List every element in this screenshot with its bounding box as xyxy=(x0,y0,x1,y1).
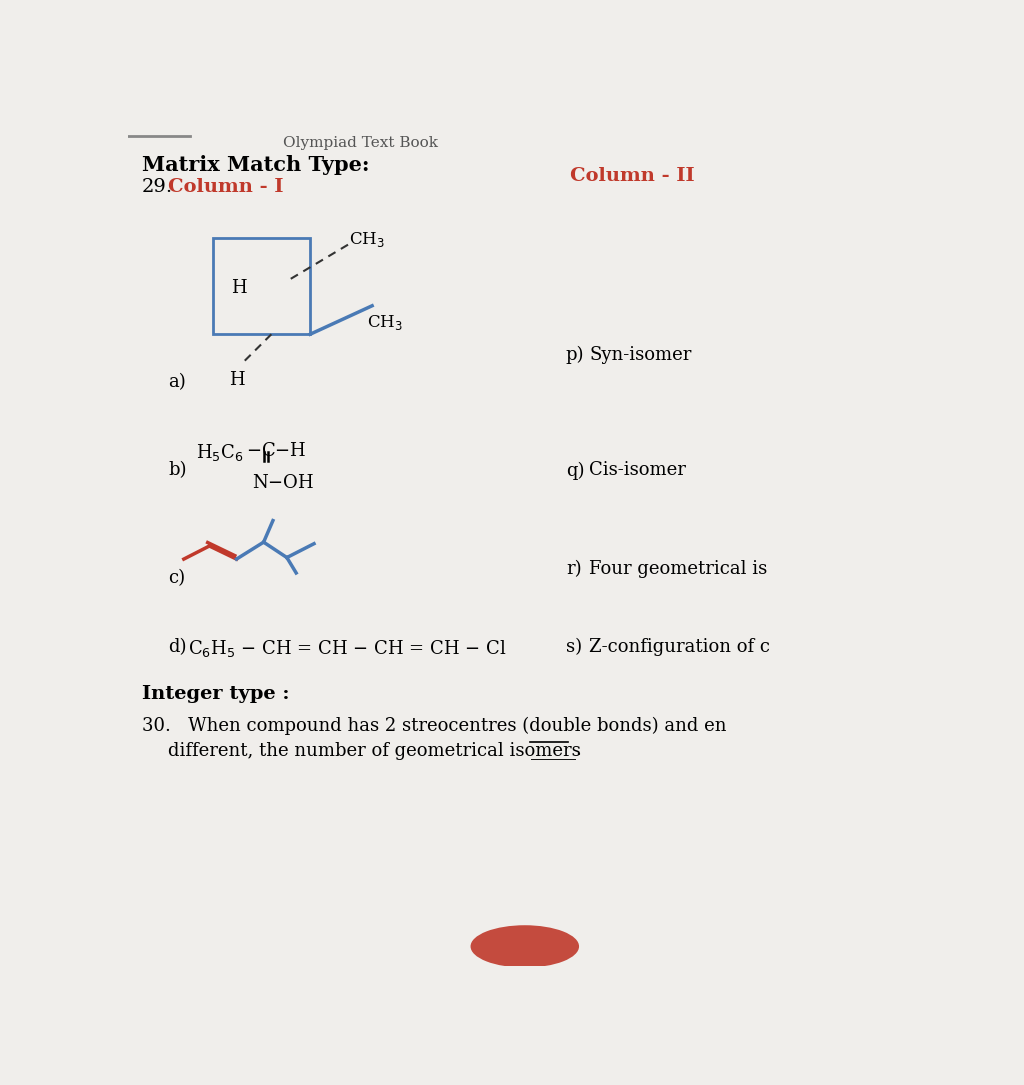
Text: H$_5$C$_6$: H$_5$C$_6$ xyxy=(197,442,244,463)
Text: Column - I: Column - I xyxy=(168,178,284,196)
Text: CH$_3$: CH$_3$ xyxy=(349,230,385,250)
Text: C$_6$H$_5$ $-$ CH = CH $-$ CH = CH $-$ Cl: C$_6$H$_5$ $-$ CH = CH $-$ CH = CH $-$ C… xyxy=(188,638,507,660)
Text: Olympiad Text Book: Olympiad Text Book xyxy=(283,137,438,151)
Text: Integer type :: Integer type : xyxy=(142,685,290,703)
Text: different, the number of geometrical isomers: different, the number of geometrical iso… xyxy=(168,742,581,761)
Text: H: H xyxy=(231,279,247,297)
Text: d): d) xyxy=(168,638,186,656)
Text: b): b) xyxy=(168,461,186,480)
Text: q): q) xyxy=(566,461,585,480)
Text: _____.: _____. xyxy=(531,742,582,761)
Text: p): p) xyxy=(566,346,585,365)
Text: 30.   When compound has 2 streocentres (double bonds) and en: 30. When compound has 2 streocentres (do… xyxy=(142,717,726,736)
Text: Column - II: Column - II xyxy=(569,167,694,186)
Text: Matrix Match Type:: Matrix Match Type: xyxy=(142,155,370,175)
Ellipse shape xyxy=(471,926,579,968)
Text: H: H xyxy=(228,371,245,390)
Text: r): r) xyxy=(566,560,582,578)
Text: CH$_3$: CH$_3$ xyxy=(367,312,402,332)
Text: 29.: 29. xyxy=(142,178,173,196)
Text: N$-$OH: N$-$OH xyxy=(252,474,314,493)
Text: a): a) xyxy=(168,373,186,391)
Text: Cis-isomer: Cis-isomer xyxy=(589,461,686,480)
Text: $-$C$-$H: $-$C$-$H xyxy=(246,442,306,460)
Text: Z-configuration of c: Z-configuration of c xyxy=(589,638,770,656)
Text: Four geometrical is: Four geometrical is xyxy=(589,560,767,578)
Text: s): s) xyxy=(566,638,582,656)
Text: Syn-isomer: Syn-isomer xyxy=(589,346,691,363)
Text: c): c) xyxy=(168,570,185,587)
